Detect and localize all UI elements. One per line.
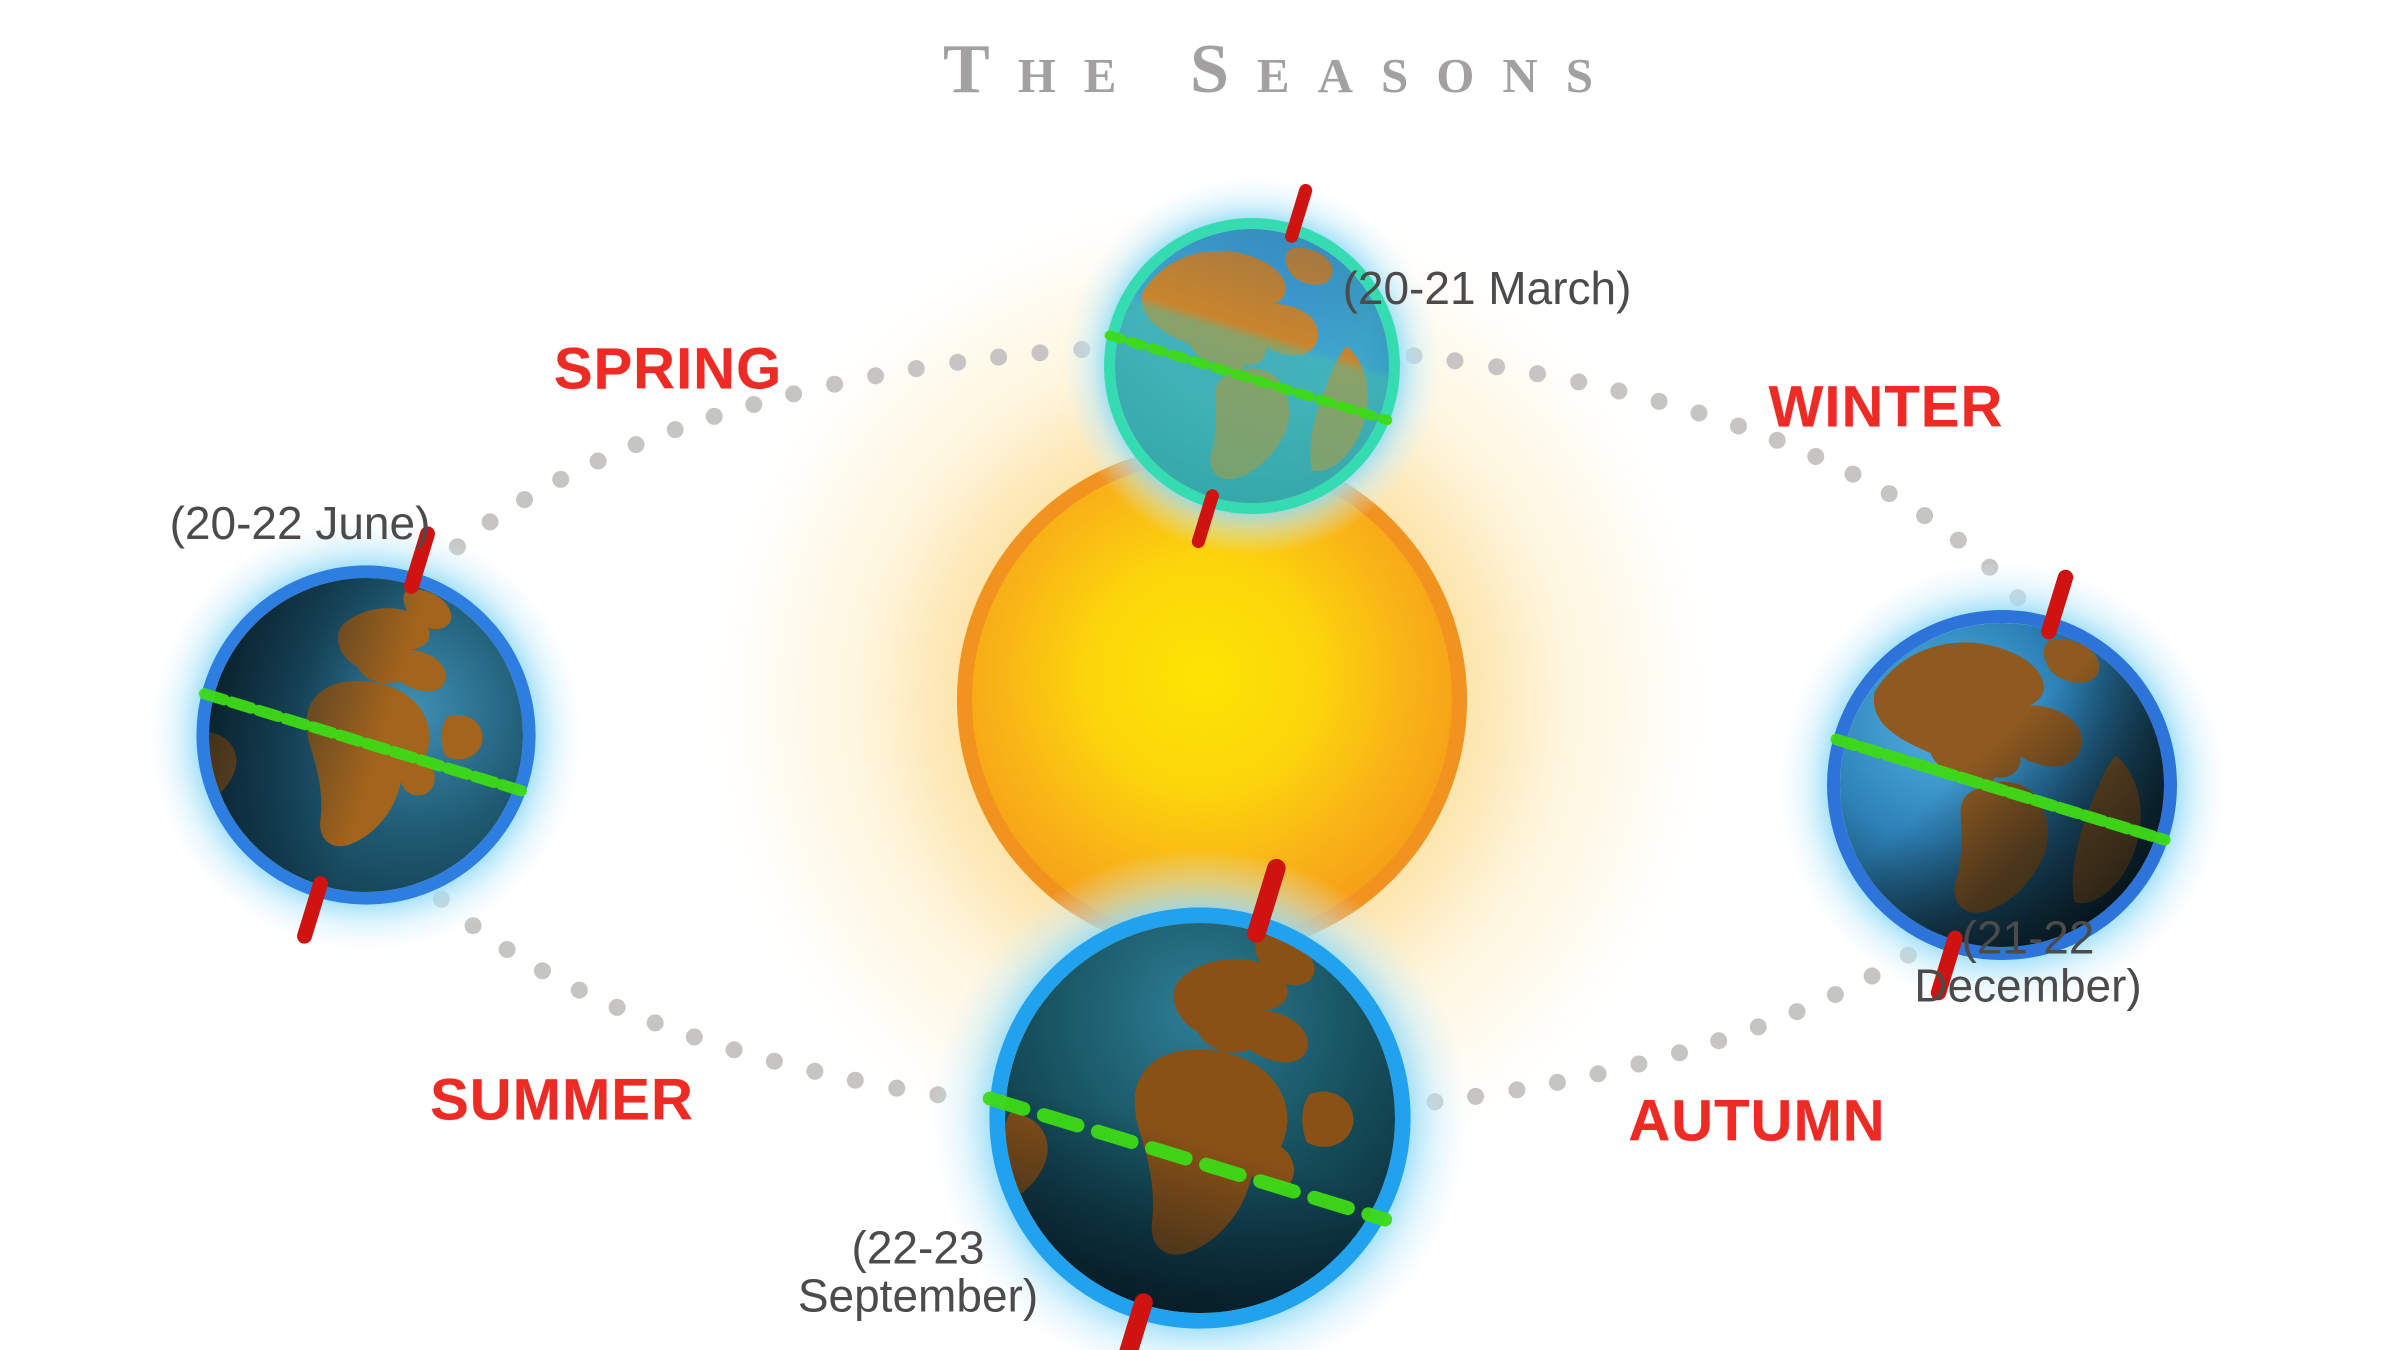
earth-axis-bottom xyxy=(1930,930,1963,1001)
orbit-dot xyxy=(725,1041,743,1059)
globe-shade xyxy=(1114,228,1390,504)
orbit-dot xyxy=(1807,448,1825,465)
season-label-winter: WINTER xyxy=(1768,374,2004,440)
orbit-path xyxy=(432,341,2027,1111)
orbit-dot xyxy=(481,513,499,531)
equator-line xyxy=(1830,733,2171,846)
orbit-dot xyxy=(867,367,885,385)
orbit-dot xyxy=(498,941,516,958)
orbit-dot xyxy=(1916,507,1934,525)
earth-globe-june xyxy=(149,518,583,952)
orbit-dot xyxy=(1671,1044,1688,1062)
orbit-dot xyxy=(1826,986,1844,1003)
orbit-dot xyxy=(685,1028,703,1046)
orbit-dot xyxy=(1508,1081,1526,1099)
equator-line xyxy=(198,688,529,797)
orbit-dot xyxy=(1880,485,1898,503)
orbit-dot xyxy=(1749,1018,1767,1036)
earth-globe-september xyxy=(930,848,1470,1350)
orbit-dot xyxy=(1788,1003,1806,1021)
earth-axis-top xyxy=(403,526,435,594)
sun xyxy=(707,195,1717,1205)
orbit-dot xyxy=(990,348,1008,366)
season-label-spring: SPRING xyxy=(553,336,783,402)
orbit-dot xyxy=(745,396,763,413)
orbit-dot xyxy=(1650,392,1668,410)
orbit-dot xyxy=(589,452,607,470)
date-label-september: (22-23 September) xyxy=(797,1221,1039,1322)
globe-shade xyxy=(209,578,523,892)
orbit-dot xyxy=(1690,404,1708,422)
orbit-dot xyxy=(552,470,570,488)
earth-axis-top xyxy=(2041,569,2074,640)
date-label-march: (20-21 March) xyxy=(1342,261,1632,314)
orbit-dot xyxy=(949,353,967,371)
orbit-dot xyxy=(1589,1065,1607,1083)
earth-axis-top xyxy=(1285,183,1313,243)
equator-line xyxy=(1104,330,1393,426)
orbit-dot xyxy=(1548,1073,1566,1091)
orbit-dot xyxy=(1446,352,1464,370)
orbit-dot xyxy=(534,962,551,980)
orbit-dot xyxy=(608,998,626,1016)
equator-line xyxy=(982,1091,1393,1227)
season-label-summer: SUMMER xyxy=(430,1067,694,1133)
orbit-dot xyxy=(785,385,803,403)
earth-axis-bottom xyxy=(1191,489,1219,549)
diagram-title: The Seasons xyxy=(943,31,1621,108)
orbit-dot xyxy=(1710,1032,1728,1050)
globe-shade xyxy=(1004,922,1396,1314)
orbit-dot xyxy=(826,375,844,393)
orbit-dot xyxy=(646,1014,664,1032)
orbit-dot xyxy=(666,421,684,439)
orbit-dot xyxy=(1630,1055,1648,1073)
orbit-dot xyxy=(1949,531,1967,549)
orbit-dot xyxy=(1570,373,1588,391)
orbit-dot xyxy=(1610,382,1628,400)
orbit-dot xyxy=(1730,417,1747,435)
orbit-dot xyxy=(907,360,925,378)
orbit-dot xyxy=(846,1071,864,1089)
orbit-dot xyxy=(627,436,645,454)
orbit-dot xyxy=(570,981,588,999)
earth-axis-top xyxy=(1247,858,1286,943)
earth-axis-bottom xyxy=(297,876,329,944)
orbit-dot xyxy=(1863,967,1881,985)
orbit-dot xyxy=(1467,1087,1485,1105)
date-label-june: (20-22 June) xyxy=(169,496,431,549)
date-label-december: (21-22 December) xyxy=(1914,911,2142,1012)
earth-axis-bottom xyxy=(1114,1293,1153,1350)
earth-globe-december xyxy=(1778,561,2226,1009)
earth-globe-march xyxy=(1062,176,1442,556)
orbit-dot xyxy=(1529,365,1546,383)
orbit-dot xyxy=(806,1062,824,1080)
orbit-dot xyxy=(888,1079,906,1097)
season-label-autumn: AUTUMN xyxy=(1628,1088,1886,1154)
orbit-dot xyxy=(705,407,723,425)
orbit-dot xyxy=(1768,431,1786,449)
orbit-dot xyxy=(516,491,533,509)
orbit-dot xyxy=(1031,344,1049,362)
orbit-dot xyxy=(1488,358,1506,376)
orbit-dot xyxy=(1844,465,1862,483)
sun-disc xyxy=(972,460,1452,940)
orbit-dot xyxy=(765,1052,783,1070)
